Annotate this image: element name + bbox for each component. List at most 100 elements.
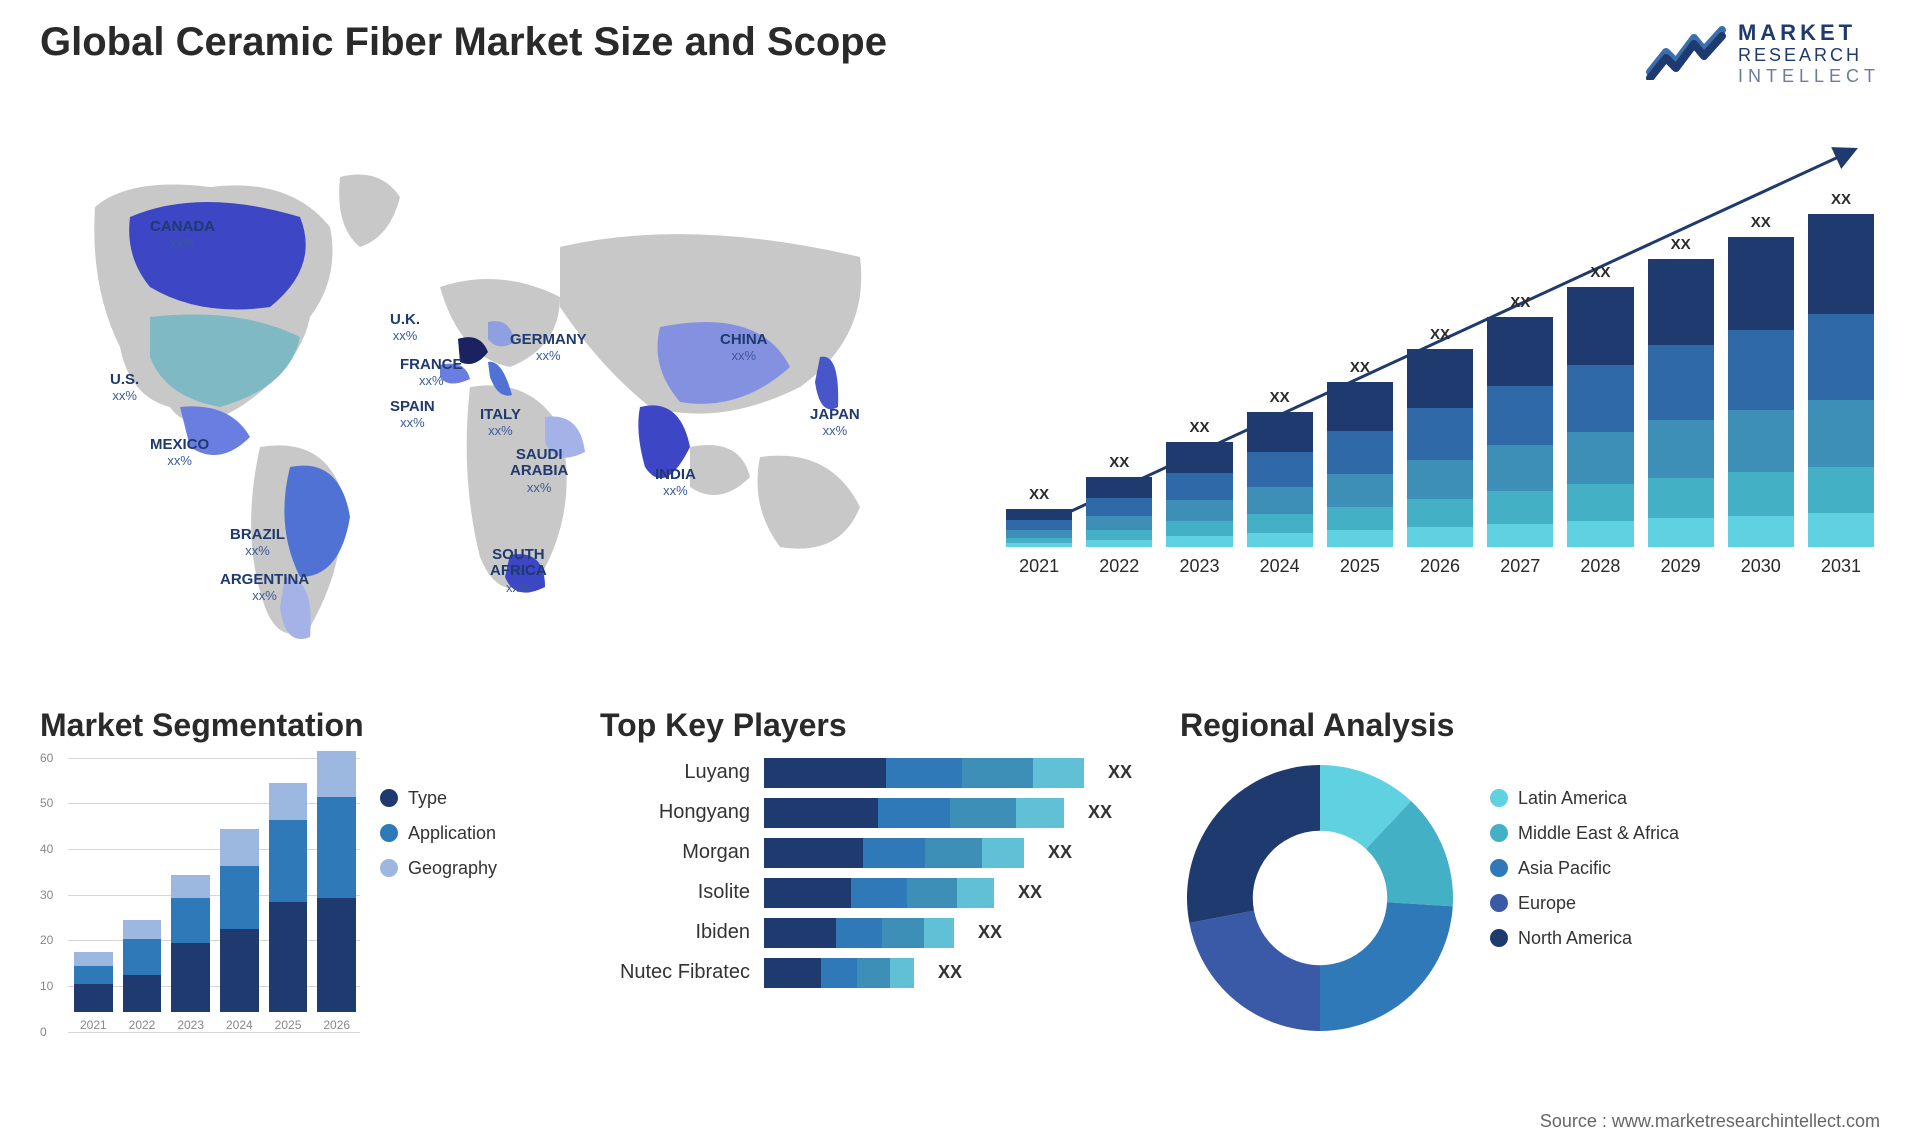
players-panel: Top Key Players LuyangXX HongyangXX Morgan…	[600, 707, 1140, 1087]
seg-bar-seg	[317, 797, 356, 897]
brand-line1: MARKET	[1738, 20, 1880, 45]
growth-bar-seg	[1247, 412, 1313, 453]
player-bar	[764, 798, 1064, 828]
growth-bar-year: 2025	[1340, 556, 1380, 577]
player-value: XX	[1018, 882, 1042, 903]
legend-label: Geography	[408, 858, 497, 879]
player-bar-seg	[982, 838, 1024, 868]
growth-bar-seg	[1728, 472, 1794, 515]
growth-bar-seg	[1487, 386, 1553, 446]
map-label-japan: JAPANxx%	[810, 407, 860, 440]
growth-bar-seg	[1006, 543, 1072, 547]
growth-bar-seg	[1006, 509, 1072, 520]
seg-bar-seg	[269, 783, 308, 820]
legend-label: North America	[1518, 928, 1632, 949]
regional-legend: Latin America Middle East & Africa Asia Pa…	[1490, 758, 1679, 949]
growth-bar-seg	[1166, 442, 1232, 474]
seg-bar-seg	[123, 920, 162, 938]
player-bar-seg	[950, 798, 1016, 828]
seg-bar-2025: 2025	[269, 783, 308, 1031]
growth-bar-value: XX	[1751, 214, 1771, 231]
segmentation-chart: 202120222023202420252026 0102030405060	[40, 758, 360, 1058]
seg-ytick: 30	[40, 888, 53, 902]
growth-bar-seg	[1728, 330, 1794, 411]
top-row: CANADAxx%U.S.xx%MEXICOxx%BRAZILxx%ARGENT…	[40, 107, 1880, 667]
seg-bar-2023: 2023	[171, 875, 210, 1032]
seg-ytick: 20	[40, 933, 53, 947]
seg-bar-year: 2024	[226, 1018, 253, 1032]
growth-bar-seg	[1166, 500, 1232, 521]
regional-title: Regional Analysis	[1180, 707, 1880, 744]
growth-bar-2029: XX2029	[1648, 236, 1714, 547]
players-list: LuyangXXHongyangXXMorganXXIsoliteXXIbide…	[600, 758, 1140, 988]
regional-legend-item: Middle East & Africa	[1490, 823, 1679, 844]
growth-bar-2025: XX2025	[1327, 359, 1393, 547]
growth-bar-seg	[1006, 520, 1072, 530]
player-bar-seg	[882, 918, 924, 948]
legend-swatch	[1490, 824, 1508, 842]
growth-bar-year: 2021	[1019, 556, 1059, 577]
growth-bar-seg	[1808, 400, 1874, 467]
seg-bar-2024: 2024	[220, 829, 259, 1032]
legend-swatch	[1490, 894, 1508, 912]
growth-bar-year: 2024	[1260, 556, 1300, 577]
player-bar-seg	[878, 798, 950, 828]
legend-label: Asia Pacific	[1518, 858, 1611, 879]
growth-bar-seg	[1086, 477, 1152, 498]
growth-bar-year: 2030	[1741, 556, 1781, 577]
growth-bar-2030: XX2030	[1728, 214, 1794, 547]
player-bar-seg	[890, 958, 914, 988]
map-country-brazil	[284, 465, 350, 576]
player-bar-seg	[764, 758, 886, 788]
seg-bar-seg	[171, 898, 210, 944]
seg-bar-seg	[123, 975, 162, 1012]
seg-ytick: 50	[40, 796, 53, 810]
player-row: LuyangXX	[600, 758, 1140, 788]
growth-bar-seg	[1728, 516, 1794, 547]
player-name: Isolite	[600, 881, 750, 904]
map-label-canada: CANADAxx%	[150, 219, 215, 252]
page-title: Global Ceramic Fiber Market Size and Sco…	[40, 20, 887, 65]
growth-bar-seg	[1487, 524, 1553, 547]
seg-ytick: 40	[40, 842, 53, 856]
growth-bar-seg	[1086, 498, 1152, 516]
growth-bar-2022: XX2022	[1086, 454, 1152, 547]
player-bar-seg	[1016, 798, 1064, 828]
player-bar-seg	[863, 838, 925, 868]
players-title: Top Key Players	[600, 707, 1140, 744]
player-bar-seg	[821, 958, 857, 988]
legend-label: Application	[408, 823, 496, 844]
growth-bar-year: 2027	[1500, 556, 1540, 577]
player-bar-seg	[764, 918, 836, 948]
legend-label: Latin America	[1518, 788, 1627, 809]
player-row: HongyangXX	[600, 798, 1140, 828]
growth-bar-value: XX	[1590, 264, 1610, 281]
player-bar-seg	[764, 878, 851, 908]
player-row: Nutec FibratecXX	[600, 958, 1140, 988]
growth-bar-seg	[1166, 521, 1232, 536]
growth-bar-seg	[1407, 499, 1473, 527]
map-label-saudi: SAUDIARABIAxx%	[510, 447, 568, 497]
seg-bar-seg	[171, 943, 210, 1012]
growth-bar-seg	[1166, 473, 1232, 500]
growth-bar-seg	[1166, 536, 1232, 547]
player-name: Morgan	[600, 841, 750, 864]
growth-bar-seg	[1567, 432, 1633, 484]
seg-legend-item: Type	[380, 788, 497, 809]
growth-bar-seg	[1648, 478, 1714, 518]
player-bar	[764, 758, 1084, 788]
brand-line2: RESEARCH	[1738, 45, 1880, 66]
growth-bar-seg	[1086, 530, 1152, 540]
growth-bar-seg	[1407, 349, 1473, 408]
player-bar-seg	[836, 918, 882, 948]
growth-bar-seg	[1808, 314, 1874, 401]
seg-bar-year: 2021	[80, 1018, 107, 1032]
growth-bar-seg	[1247, 533, 1313, 547]
player-bar-seg	[962, 758, 1032, 788]
growth-bar-value: XX	[1109, 454, 1129, 471]
player-row: Isolite XX	[600, 878, 1140, 908]
growth-bar-value: XX	[1350, 359, 1370, 376]
growth-bar-seg	[1407, 527, 1473, 547]
seg-bar-year: 2023	[177, 1018, 204, 1032]
growth-bar-seg	[1808, 467, 1874, 514]
